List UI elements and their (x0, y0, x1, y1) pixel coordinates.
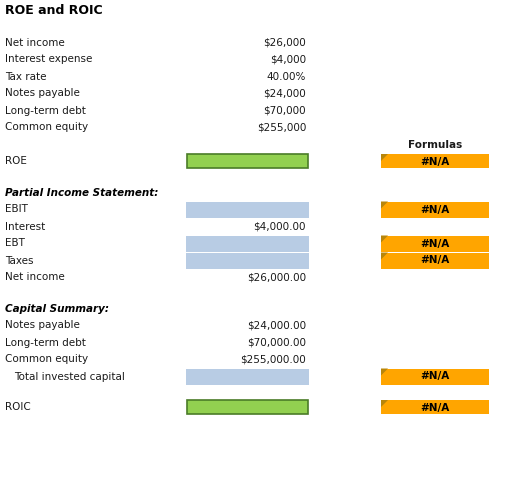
Text: Long-term debt: Long-term debt (5, 106, 86, 115)
Text: Tax rate: Tax rate (5, 72, 46, 81)
Text: $24,000.00: $24,000.00 (247, 320, 306, 331)
Bar (381, 236, 489, 251)
Bar (0, 286, 532, 300)
Bar (0, 385, 532, 399)
Bar (381, 202, 489, 218)
Text: Notes payable: Notes payable (5, 89, 80, 98)
Bar (186, 252, 309, 268)
Bar (0, 334, 532, 351)
Text: $255,000.00: $255,000.00 (240, 355, 306, 364)
Text: ROE: ROE (5, 156, 27, 167)
Bar (186, 202, 309, 218)
Polygon shape (381, 369, 388, 375)
Text: Formulas: Formulas (408, 139, 462, 150)
Text: #N/A: #N/A (420, 156, 450, 167)
Bar (187, 400, 308, 414)
Bar (0, 450, 532, 467)
Text: Common equity: Common equity (5, 123, 88, 132)
Polygon shape (381, 252, 388, 260)
Text: Long-term debt: Long-term debt (5, 337, 86, 348)
Text: Interest expense: Interest expense (5, 55, 93, 64)
Bar (0, 184, 532, 201)
Text: $24,000: $24,000 (263, 89, 306, 98)
Text: #N/A: #N/A (420, 239, 450, 248)
Text: $4,000.00: $4,000.00 (254, 222, 306, 231)
Text: Notes payable: Notes payable (5, 320, 80, 331)
Text: ROIC: ROIC (5, 402, 31, 412)
Text: #N/A: #N/A (420, 205, 450, 214)
Bar (0, 153, 532, 170)
Bar (381, 154, 489, 168)
Text: 40.00%: 40.00% (267, 72, 306, 81)
Text: Capital Summary:: Capital Summary: (5, 303, 109, 314)
Text: $255,000: $255,000 (256, 123, 306, 132)
Bar (381, 252, 489, 268)
Text: $70,000: $70,000 (263, 106, 306, 115)
Text: #N/A: #N/A (420, 256, 450, 265)
Bar (0, 34, 532, 51)
Bar (0, 484, 532, 487)
Text: Taxes: Taxes (5, 256, 34, 265)
Bar (0, 399, 532, 416)
Bar (0, 0, 532, 20)
Polygon shape (381, 400, 388, 407)
Polygon shape (381, 154, 388, 161)
Text: Total invested capital: Total invested capital (14, 372, 125, 381)
Text: EBT: EBT (5, 239, 25, 248)
Bar (0, 351, 532, 368)
Bar (0, 252, 532, 269)
Bar (186, 236, 309, 251)
Text: $70,000.00: $70,000.00 (247, 337, 306, 348)
Bar (381, 400, 489, 414)
Bar (0, 170, 532, 184)
Bar (0, 317, 532, 334)
Bar (0, 20, 532, 34)
Text: Interest: Interest (5, 222, 45, 231)
Bar (0, 136, 532, 153)
Bar (0, 218, 532, 235)
Bar (0, 300, 532, 317)
Text: $26,000: $26,000 (263, 37, 306, 48)
Bar (0, 85, 532, 102)
Bar (0, 433, 532, 450)
Polygon shape (381, 236, 388, 243)
Bar (187, 154, 308, 168)
Text: #N/A: #N/A (420, 372, 450, 381)
Bar (0, 102, 532, 119)
Text: Net income: Net income (5, 37, 65, 48)
Bar (0, 269, 532, 286)
Text: ROE and ROIC: ROE and ROIC (5, 3, 103, 17)
Text: $4,000: $4,000 (270, 55, 306, 64)
Text: #N/A: #N/A (420, 402, 450, 412)
Polygon shape (381, 202, 388, 208)
Text: $26,000.00: $26,000.00 (247, 273, 306, 282)
Bar (0, 235, 532, 252)
Text: Net income: Net income (5, 273, 65, 282)
Bar (0, 51, 532, 68)
Bar (0, 119, 532, 136)
Bar (0, 68, 532, 85)
Bar (381, 369, 489, 385)
Bar (0, 467, 532, 484)
Bar (0, 368, 532, 385)
Text: EBIT: EBIT (5, 205, 28, 214)
Text: Common equity: Common equity (5, 355, 88, 364)
Bar (186, 369, 309, 385)
Bar (0, 416, 532, 433)
Text: Partial Income Statement:: Partial Income Statement: (5, 187, 159, 198)
Bar (0, 201, 532, 218)
